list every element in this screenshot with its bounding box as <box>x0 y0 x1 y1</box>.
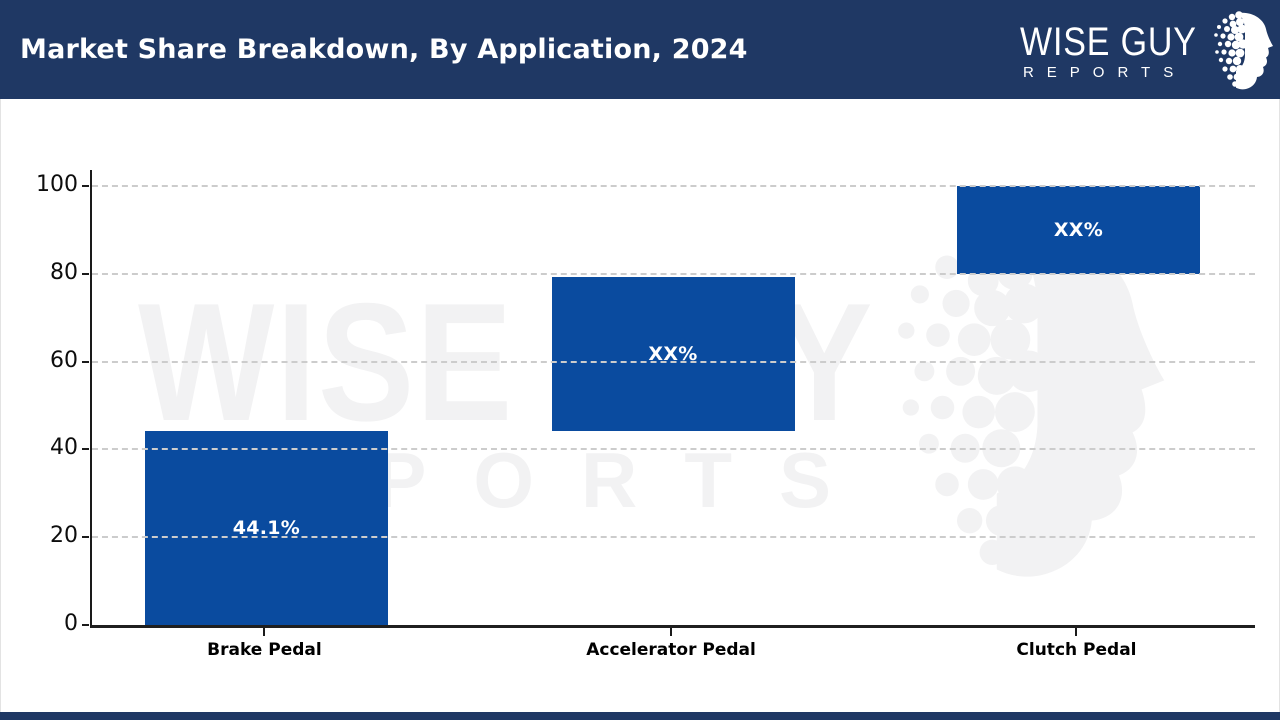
logo-reports-label: REPORTS <box>1022 63 1187 81</box>
left-frame-edge <box>0 99 1 720</box>
chart-title: Market Share Breakdown, By Application, … <box>20 34 748 65</box>
y-tick-mark <box>82 624 89 626</box>
wiseguy-logo-text: WISE GUY REPORTS <box>1020 22 1228 81</box>
x-category-label-clutch-pedal: Clutch Pedal <box>1016 640 1137 660</box>
bar-clutch-pedal: XX% <box>956 186 1200 274</box>
gridline-y-20 <box>92 536 1255 539</box>
y-tick-label: 100 <box>36 172 78 197</box>
y-tick-mark <box>82 185 89 187</box>
x-category-label-accelerator-pedal: Accelerator Pedal <box>586 640 756 660</box>
y-tick-mark <box>82 360 89 363</box>
y-tick-mark <box>82 536 89 539</box>
x-tick-mark-accelerator-pedal <box>670 628 673 636</box>
y-tick-mark <box>82 272 89 275</box>
y-tick-label: 40 <box>50 435 78 461</box>
gridline-y-80 <box>92 272 1255 275</box>
logo-wiseguy-label: WISE GUY <box>1019 19 1197 64</box>
header-band: Market Share Breakdown, By Application, … <box>0 0 1280 99</box>
y-tick-mark <box>82 448 89 451</box>
wiseguy-face-icon <box>1214 11 1273 90</box>
plot-area: 44.1% XX% XX% <box>90 170 1255 628</box>
wiseguy-logo: WISE GUY REPORTS <box>1020 6 1276 96</box>
y-tick-label: 80 <box>50 259 78 285</box>
gridline-y-40 <box>92 448 1255 451</box>
y-tick-label: 0 <box>64 611 78 636</box>
bar-value-label-brake-pedal: 44.1% <box>232 517 301 540</box>
y-tick-label: 20 <box>50 523 78 549</box>
x-tick-mark-brake-pedal <box>263 628 266 636</box>
gridline-y-100 <box>92 185 1255 187</box>
bar-accelerator-pedal: XX% <box>551 276 795 431</box>
watermark-face-icon <box>898 222 1165 577</box>
x-category-label-brake-pedal: Brake Pedal <box>207 640 322 660</box>
y-tick-label: 60 <box>50 347 78 373</box>
footer-strip <box>0 712 1280 720</box>
bar-value-label-clutch-pedal: XX% <box>1053 218 1104 241</box>
x-tick-mark-clutch-pedal <box>1075 628 1078 636</box>
gridline-y-60 <box>92 360 1255 363</box>
bar-brake-pedal: 44.1% <box>144 431 388 625</box>
bar-value-label-accelerator-pedal: XX% <box>648 342 698 365</box>
